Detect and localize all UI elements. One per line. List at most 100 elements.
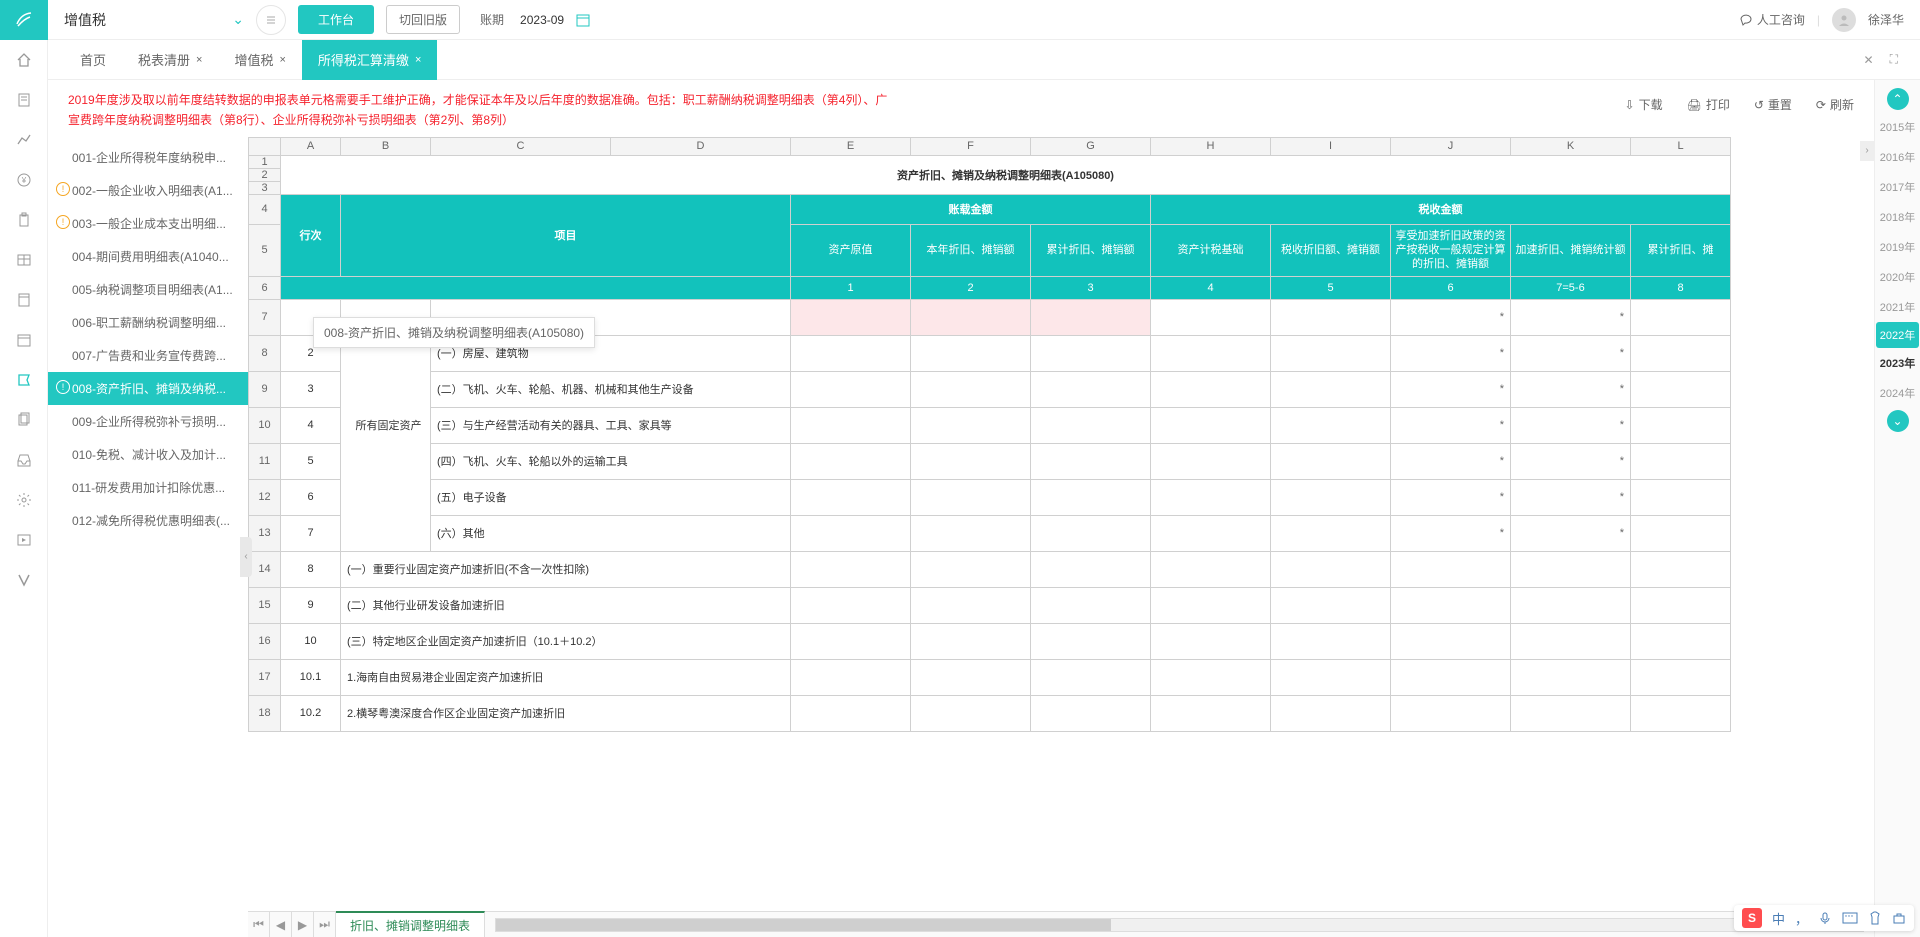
- workbench-button[interactable]: 工作台: [298, 5, 374, 34]
- data-cell[interactable]: *: [1391, 371, 1511, 407]
- data-cell[interactable]: [1511, 623, 1631, 659]
- data-cell[interactable]: [1391, 551, 1511, 587]
- nav-v-icon[interactable]: [0, 560, 48, 600]
- data-cell[interactable]: [791, 659, 911, 695]
- tab-3[interactable]: 所得税汇算清缴 ×: [302, 40, 437, 80]
- data-cell[interactable]: [1271, 479, 1391, 515]
- close-all-icon[interactable]: ✕: [1858, 53, 1880, 67]
- data-cell[interactable]: *: [1511, 443, 1631, 479]
- report-item-4[interactable]: 005-纳税调整项目明细表(A1...: [48, 273, 248, 306]
- year-2015年[interactable]: 2015年: [1880, 112, 1915, 142]
- data-cell[interactable]: [1631, 695, 1731, 731]
- data-cell[interactable]: [1631, 659, 1731, 695]
- period-value[interactable]: 2023-09: [520, 13, 564, 27]
- data-cell[interactable]: [791, 515, 911, 551]
- report-item-0[interactable]: 001-企业所得税年度纳税申...: [48, 141, 248, 174]
- data-cell[interactable]: [1031, 407, 1151, 443]
- data-cell[interactable]: [1031, 299, 1151, 335]
- col-header[interactable]: K: [1511, 137, 1631, 155]
- data-cell[interactable]: [911, 623, 1031, 659]
- nav-clipboard-icon[interactable]: [0, 200, 48, 240]
- data-cell[interactable]: [1031, 479, 1151, 515]
- consult-button[interactable]: 人工咨询: [1739, 11, 1805, 28]
- data-cell[interactable]: [791, 335, 911, 371]
- nav-inbox-icon[interactable]: [0, 440, 48, 480]
- nav-doc-icon[interactable]: [0, 80, 48, 120]
- data-cell[interactable]: [911, 515, 1031, 551]
- col-header[interactable]: L: [1631, 137, 1731, 155]
- calendar-icon[interactable]: [576, 13, 590, 27]
- print-button[interactable]: 🖨 打印: [1687, 96, 1730, 113]
- data-cell[interactable]: [791, 443, 911, 479]
- year-2016年[interactable]: 2016年: [1880, 142, 1915, 172]
- col-header[interactable]: G: [1031, 137, 1151, 155]
- data-cell[interactable]: [791, 695, 911, 731]
- data-cell[interactable]: [1631, 515, 1731, 551]
- report-item-1[interactable]: 002-一般企业收入明细表(A1...: [48, 174, 248, 207]
- nav-play-icon[interactable]: [0, 520, 48, 560]
- module-selector[interactable]: 增值税 ⌄: [64, 10, 244, 30]
- data-cell[interactable]: [1151, 515, 1271, 551]
- tab-close-icon[interactable]: ×: [279, 54, 285, 66]
- data-cell[interactable]: [1631, 407, 1731, 443]
- data-cell[interactable]: *: [1511, 407, 1631, 443]
- data-cell[interactable]: [1151, 407, 1271, 443]
- report-item-3[interactable]: 004-期间费用明细表(A1040...: [48, 240, 248, 273]
- nav-table-icon[interactable]: [0, 240, 48, 280]
- data-cell[interactable]: *: [1511, 515, 1631, 551]
- col-header[interactable]: B: [341, 137, 431, 155]
- nav-template-icon[interactable]: [0, 280, 48, 320]
- ime-mic-icon[interactable]: [1818, 911, 1832, 925]
- report-item-10[interactable]: 011-研发费用加计扣除优惠...: [48, 471, 248, 504]
- data-cell[interactable]: [1151, 551, 1271, 587]
- data-cell[interactable]: [1031, 659, 1151, 695]
- data-cell[interactable]: [791, 371, 911, 407]
- sheet-nav-next-icon[interactable]: ▶: [292, 912, 314, 937]
- user-name[interactable]: 徐泽华: [1868, 11, 1904, 28]
- ime-keyboard-icon[interactable]: [1842, 912, 1858, 924]
- data-cell[interactable]: [1511, 695, 1631, 731]
- download-button[interactable]: ⇩ 下载: [1625, 96, 1663, 113]
- data-cell[interactable]: [1391, 587, 1511, 623]
- data-cell[interactable]: *: [1511, 479, 1631, 515]
- data-cell[interactable]: [1031, 443, 1151, 479]
- tab-2[interactable]: 增值税 ×: [218, 40, 301, 80]
- data-cell[interactable]: [1271, 371, 1391, 407]
- data-cell[interactable]: [1631, 335, 1731, 371]
- data-cell[interactable]: [911, 479, 1031, 515]
- data-cell[interactable]: [1271, 515, 1391, 551]
- data-cell[interactable]: [1391, 623, 1511, 659]
- year-scroll-down-icon[interactable]: ⌄: [1887, 410, 1909, 432]
- tab-close-icon[interactable]: ×: [196, 54, 202, 66]
- col-header[interactable]: E: [791, 137, 911, 155]
- data-cell[interactable]: *: [1391, 443, 1511, 479]
- sheet-nav-prev-icon[interactable]: ◀: [270, 912, 292, 937]
- data-cell[interactable]: [1271, 407, 1391, 443]
- tab-1[interactable]: 税表清册 ×: [122, 40, 218, 80]
- data-cell[interactable]: [1271, 443, 1391, 479]
- sheet-nav-first-icon[interactable]: ⏮: [248, 912, 270, 937]
- col-header[interactable]: A: [281, 137, 341, 155]
- ime-punct-toggle[interactable]: ，: [1795, 909, 1808, 928]
- data-cell[interactable]: [1271, 623, 1391, 659]
- year-2024年[interactable]: 2024年: [1880, 378, 1915, 408]
- nav-tax-icon[interactable]: [0, 360, 48, 400]
- col-header[interactable]: H: [1151, 137, 1271, 155]
- data-cell[interactable]: [911, 695, 1031, 731]
- user-avatar-icon[interactable]: [1832, 8, 1856, 32]
- data-cell[interactable]: [1271, 659, 1391, 695]
- data-cell[interactable]: [1631, 443, 1731, 479]
- data-cell[interactable]: [1031, 551, 1151, 587]
- data-cell[interactable]: [1511, 659, 1631, 695]
- year-2019年[interactable]: 2019年: [1880, 232, 1915, 262]
- sheet-nav-last-icon[interactable]: ⏭: [314, 912, 336, 937]
- year-2020年[interactable]: 2020年: [1880, 262, 1915, 292]
- data-cell[interactable]: [1151, 443, 1271, 479]
- year-2023年[interactable]: 2023年: [1880, 348, 1915, 378]
- expand-panel-icon[interactable]: ⛶: [1884, 52, 1904, 67]
- data-cell[interactable]: [1271, 551, 1391, 587]
- nav-copy-icon[interactable]: [0, 400, 48, 440]
- data-cell[interactable]: [1151, 587, 1271, 623]
- col-header[interactable]: F: [911, 137, 1031, 155]
- data-cell[interactable]: [1151, 623, 1271, 659]
